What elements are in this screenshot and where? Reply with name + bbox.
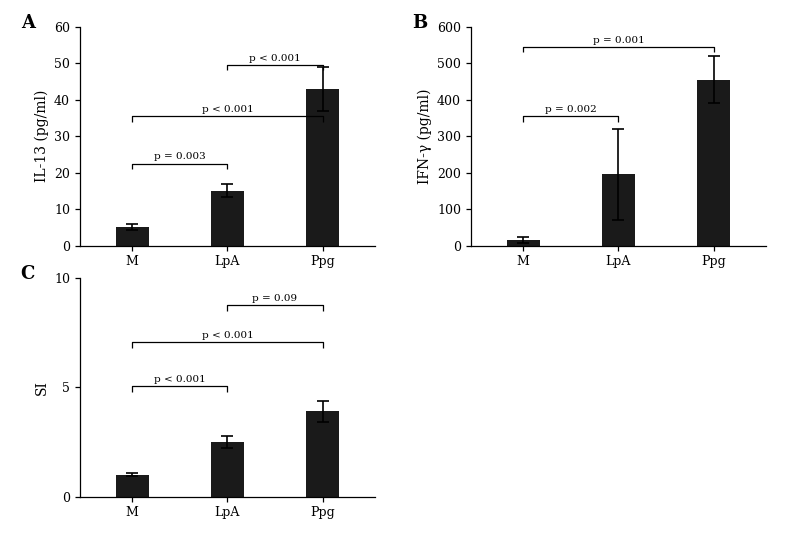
Bar <box>116 475 149 497</box>
Bar <box>211 191 244 246</box>
Bar <box>697 80 730 246</box>
Text: p = 0.003: p = 0.003 <box>154 152 206 161</box>
Text: p < 0.001: p < 0.001 <box>249 54 301 63</box>
Bar <box>211 442 244 497</box>
Y-axis label: SI: SI <box>34 380 49 395</box>
Y-axis label: IL-13 (pg/ml): IL-13 (pg/ml) <box>34 90 49 182</box>
Y-axis label: IFN-γ (pg/ml): IFN-γ (pg/ml) <box>417 89 432 184</box>
Text: p < 0.001: p < 0.001 <box>154 375 206 384</box>
Text: A: A <box>21 13 35 32</box>
Text: p = 0.002: p = 0.002 <box>545 105 597 114</box>
Bar <box>306 89 339 246</box>
Text: p < 0.001: p < 0.001 <box>202 105 253 114</box>
Bar <box>602 175 635 246</box>
Text: p < 0.001: p < 0.001 <box>202 331 253 340</box>
Text: p = 0.09: p = 0.09 <box>252 294 298 303</box>
Bar <box>116 226 149 246</box>
Text: C: C <box>21 264 35 282</box>
Text: B: B <box>412 13 427 32</box>
Bar <box>306 411 339 497</box>
Text: p = 0.001: p = 0.001 <box>593 36 644 44</box>
Bar <box>507 240 540 246</box>
